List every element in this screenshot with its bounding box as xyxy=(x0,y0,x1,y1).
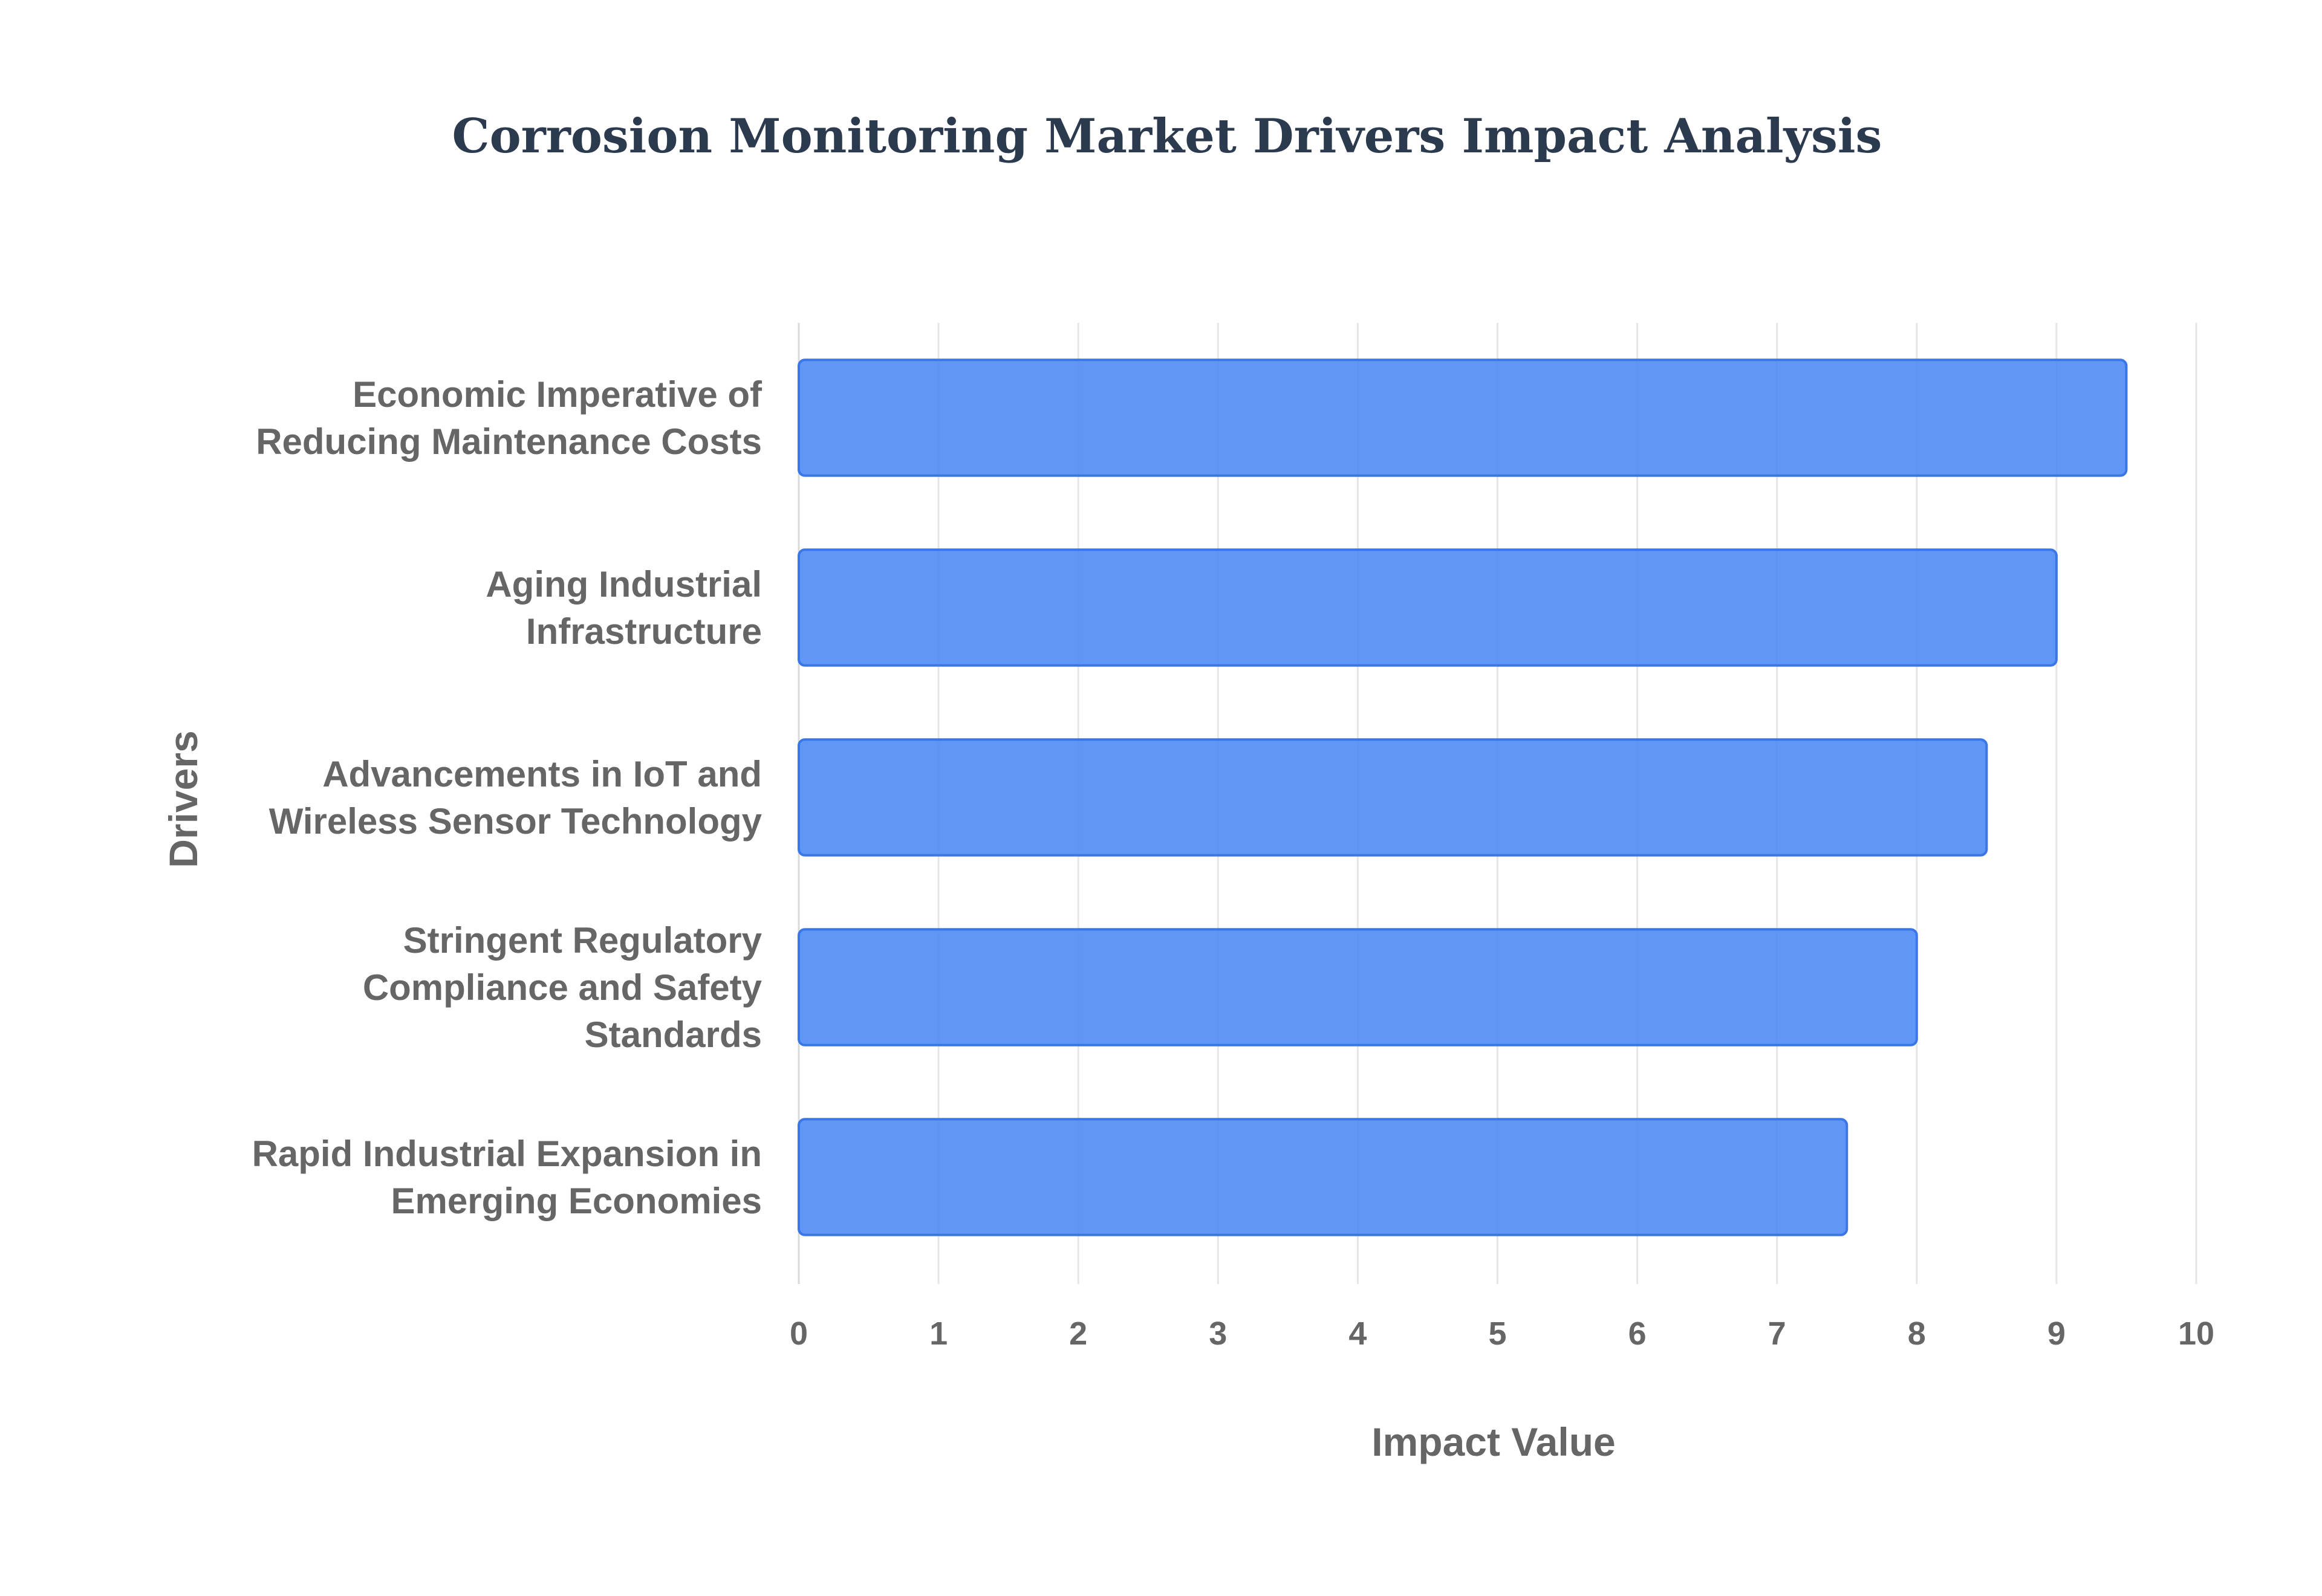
category-label-line: Infrastructure xyxy=(526,611,762,652)
bars xyxy=(798,358,2128,1236)
bar xyxy=(798,1118,1849,1236)
bar xyxy=(798,358,2128,477)
x-tick-label: 8 xyxy=(1908,1315,1926,1352)
bar xyxy=(798,548,2058,667)
bar xyxy=(798,738,1988,857)
x-axis-title: Impact Value xyxy=(1371,1419,1616,1464)
x-tick-label: 10 xyxy=(2178,1315,2214,1352)
x-tick-label: 7 xyxy=(1768,1315,1786,1352)
x-tick-label: 2 xyxy=(1069,1315,1087,1352)
chart-title: Corrosion Monitoring Market Drivers Impa… xyxy=(452,109,1882,164)
category-label: Aging Industrial Infrastructure xyxy=(486,564,762,652)
x-tick-label: 3 xyxy=(1209,1315,1227,1352)
category-label-line: Emerging Economies xyxy=(391,1181,762,1221)
category-label: Rapid Industrial Expansion in Emerging Ec… xyxy=(252,1134,762,1221)
y-axis-title: Drivers xyxy=(161,730,206,868)
category-label-line: Rapid Industrial Expansion in xyxy=(252,1134,762,1174)
category-label-line: Stringent Regulatory xyxy=(403,920,763,961)
x-tick-label: 4 xyxy=(1348,1315,1367,1352)
category-label-line: Wireless Sensor Technology xyxy=(269,801,763,842)
category-label-line: Aging Industrial xyxy=(486,564,762,605)
x-tick-label: 6 xyxy=(1628,1315,1647,1352)
category-label-line: Compliance and Safety xyxy=(363,967,763,1008)
category-label-line: Economic Imperative of xyxy=(353,374,763,415)
category-label-line: Standards xyxy=(585,1014,762,1055)
category-label: Economic Imperative of Reducing Maintenan… xyxy=(256,374,763,462)
category-label-line: Advancements in IoT and xyxy=(322,754,762,794)
x-tick-labels: 0 1 2 3 4 5 6 7 8 9 10 xyxy=(790,1315,2214,1352)
x-tick-label: 9 xyxy=(2047,1315,2066,1352)
x-tick-label: 0 xyxy=(790,1315,808,1352)
category-label-line: Reducing Maintenance Costs xyxy=(256,421,762,462)
category-label: Stringent Regulatory Compliance and Safet… xyxy=(363,920,763,1055)
bar xyxy=(798,928,1918,1046)
category-label: Advancements in IoT and Wireless Sensor T… xyxy=(269,754,763,842)
x-tick-label: 5 xyxy=(1488,1315,1506,1352)
x-tick-label: 1 xyxy=(929,1315,948,1352)
category-labels: Economic Imperative of Reducing Maintenan… xyxy=(252,374,763,1221)
